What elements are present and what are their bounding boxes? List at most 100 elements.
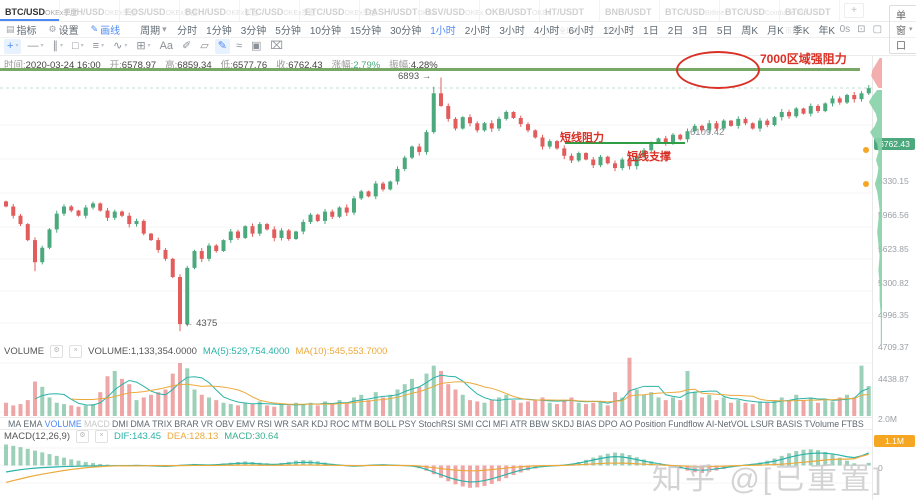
indicator-tab-macd[interactable]: MACD xyxy=(83,418,110,429)
pair-tab-okb-usdt[interactable]: OKB/USDTOKEx xyxy=(480,0,550,21)
indicator-tab-dmi[interactable]: DMI xyxy=(112,418,129,429)
macd-settings-icon[interactable]: ⚙ xyxy=(76,430,89,443)
pair-tab-btc-usd[interactable]: BTC/USDOKEx季度 xyxy=(0,0,77,21)
indicator-tab-skdj[interactable]: SKDJ xyxy=(551,418,575,429)
indicator-tab-bias[interactable]: BIAS xyxy=(576,418,597,429)
indicator-tab-basis[interactable]: BASIS xyxy=(776,418,803,429)
fullscreen-icon[interactable]: ⊡ xyxy=(857,23,866,35)
period-5日[interactable]: 5日 xyxy=(716,25,733,37)
period-30分钟[interactable]: 30分钟 xyxy=(390,25,422,37)
indicator-tab-dma[interactable]: DMA xyxy=(130,418,150,429)
indicator-tab-lsur[interactable]: LSUR xyxy=(750,418,775,429)
period-15分钟[interactable]: 15分钟 xyxy=(349,25,382,37)
continuous-draw-tool[interactable]: ✎ xyxy=(214,38,230,54)
indicator-tab-stochrsi[interactable]: StochRSI xyxy=(418,418,456,429)
period-3小时[interactable]: 3小时 xyxy=(499,25,525,37)
magnet-tool[interactable]: ≈ xyxy=(233,39,245,54)
measure-tool[interactable]: ▱ xyxy=(197,39,211,54)
volume-chart-canvas[interactable] xyxy=(0,356,872,417)
period-1日[interactable]: 1日 xyxy=(643,25,659,37)
period-12小时[interactable]: 12小时 xyxy=(603,25,635,37)
resistance-line[interactable] xyxy=(0,68,860,71)
pair-tab-ltc-usd[interactable]: LTC/USDOKEx季度 xyxy=(240,0,316,21)
crosshair-tool[interactable]: + ▾ xyxy=(4,38,22,54)
period-1分钟[interactable]: 1分钟 xyxy=(206,25,232,37)
period-4小时[interactable]: 4小时 xyxy=(533,25,560,37)
period-3日[interactable]: 3日 xyxy=(692,25,708,37)
pair-tab-bch-usd[interactable]: BCH/USDOKEx季度 xyxy=(180,0,258,21)
brush-tool[interactable]: ✐ xyxy=(179,39,194,54)
period-6小时[interactable]: 6小时 xyxy=(568,25,595,37)
indicator-tab-boll[interactable]: BOLL xyxy=(373,418,397,429)
indicator-tab-roc[interactable]: ROC xyxy=(330,418,350,429)
indicator-tab-cci[interactable]: CCI xyxy=(475,418,491,429)
screenshot-tool[interactable]: ▣ xyxy=(248,39,264,54)
pair-tab-bsv-usd[interactable]: BSV/USDOKEx xyxy=(420,0,483,21)
pair-tab-dash-usdt[interactable]: DASH/USDTOKEx xyxy=(360,0,436,21)
indicator-tab-rsi[interactable]: RSI xyxy=(257,418,272,429)
indicator-tab-ma[interactable]: MA xyxy=(8,418,22,429)
indicator-tab-sar[interactable]: SAR xyxy=(290,418,310,429)
resistance-ellipse[interactable] xyxy=(676,51,760,89)
period-月K[interactable]: 月K xyxy=(767,25,784,37)
indicator-tab-psy[interactable]: PSY xyxy=(398,418,417,429)
period-年K[interactable]: 年K xyxy=(818,25,836,37)
wave-tool[interactable]: ∿ ▾ xyxy=(110,39,130,54)
indicator-tab-atr[interactable]: ATR xyxy=(510,418,528,429)
window-mode-dropdown[interactable]: 单窗口 ▾ xyxy=(889,4,916,54)
indicator-tab-emv[interactable]: EMV xyxy=(236,418,256,429)
add-pair-button[interactable]: + xyxy=(844,3,864,18)
volume-settings-icon[interactable]: ⚙ xyxy=(50,345,64,358)
period-3分钟[interactable]: 3分钟 xyxy=(240,25,267,37)
indicator-tab-ema[interactable]: EMA xyxy=(23,418,43,429)
indicator-tab-vr[interactable]: VR xyxy=(200,418,214,429)
indicator-tab-ao[interactable]: AO xyxy=(619,418,633,429)
draw-button[interactable]: ✎ 画线 xyxy=(85,22,127,37)
pair-tab-etc-usd[interactable]: ETC/USDOKEx季度 xyxy=(300,0,377,21)
settings-button[interactable]: ⚙ 设置 xyxy=(43,22,85,37)
rectangle-tool[interactable]: □ ▾ xyxy=(69,39,87,54)
indicator-tab-brar[interactable]: BRAR xyxy=(174,418,199,429)
indicator-tab-ai-netvol[interactable]: AI-NetVOL xyxy=(705,418,749,429)
period-季K[interactable]: 季K xyxy=(792,25,810,37)
indicator-tab-bbw[interactable]: BBW xyxy=(529,418,550,429)
price-chart-canvas[interactable] xyxy=(0,56,872,345)
text-tool[interactable]: Aa xyxy=(157,39,176,54)
pair-tab-btc-usd[interactable]: BTC/USDBitfinex xyxy=(660,0,728,21)
price-axis[interactable]: 6762.43 1.1M 6330.15 5966.56 5623.85 5300.8… xyxy=(872,56,916,500)
indicator-tab-mfi[interactable]: MFI xyxy=(492,418,509,429)
indicator-tab-dpo[interactable]: DPO xyxy=(598,418,618,429)
volume-close-icon[interactable]: × xyxy=(69,345,83,358)
trend-line-tool[interactable]: — ▾ xyxy=(24,39,46,54)
period-2日[interactable]: 2日 xyxy=(667,25,684,37)
indicator-tab-mtm[interactable]: MTM xyxy=(351,418,372,429)
fib-grid-tool[interactable]: ⊞ ▾ xyxy=(133,39,153,54)
macd-close-icon[interactable]: × xyxy=(95,430,108,443)
horizontal-lines-tool[interactable]: ≡ ▾ xyxy=(90,39,107,54)
indicator-tab-obv[interactable]: OBV xyxy=(215,418,234,429)
short-term-level-line[interactable] xyxy=(565,142,685,144)
period-5分钟[interactable]: 5分钟 xyxy=(275,25,301,37)
period-1小时[interactable]: 1小时 xyxy=(430,25,456,37)
period-周K[interactable]: 周K xyxy=(741,25,759,37)
period-dropdown[interactable]: 周期 ▾ xyxy=(134,22,173,37)
indicator-tab-tvolume[interactable]: TVolume xyxy=(804,418,840,429)
indicator-tab-position[interactable]: Position xyxy=(634,418,666,429)
pair-tab-eos-usd[interactable]: EOS/USDOKEx季度 xyxy=(120,0,198,21)
indicator-tab-ftbs[interactable]: FTBS xyxy=(841,418,864,429)
pair-tab-btc-usd[interactable]: BTC/USDCoinbase Pro xyxy=(720,0,807,21)
period-10分钟[interactable]: 10分钟 xyxy=(309,25,341,37)
period-2小时[interactable]: 2小时 xyxy=(464,25,491,37)
indicator-tab-smi[interactable]: SMI xyxy=(457,418,474,429)
macd-chart-canvas[interactable] xyxy=(0,444,872,500)
parallel-lines-tool[interactable]: ∥ ▾ xyxy=(49,39,66,54)
period-分时[interactable]: 分时 xyxy=(177,25,198,37)
pair-tab-eth-usd[interactable]: ETH/USDOKEx季度 xyxy=(60,0,137,21)
pair-tab-btc-usdt[interactable]: BTC/USDT 币安 xyxy=(780,0,840,35)
indicator-tab-trix[interactable]: TRIX xyxy=(152,418,173,429)
indicator-tab-wr[interactable]: WR xyxy=(274,418,289,429)
pair-tab-bnb-usdt[interactable]: BNB/USDT 币安 xyxy=(600,0,660,35)
delete-drawings-tool[interactable]: ⌧ xyxy=(267,39,286,54)
indicator-tab-fundflow[interactable]: Fundflow xyxy=(668,418,704,429)
popout-icon[interactable]: ▢ xyxy=(872,23,883,35)
